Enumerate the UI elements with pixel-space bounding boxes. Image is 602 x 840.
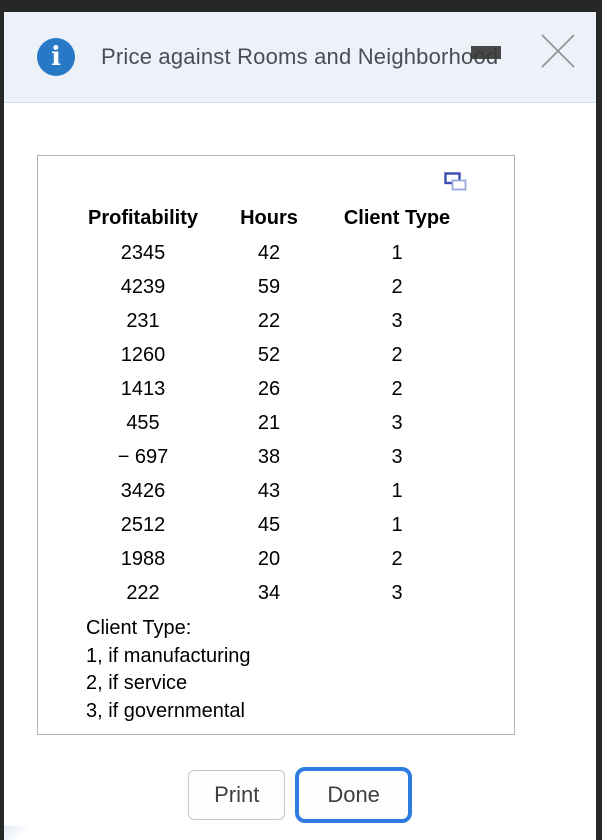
data-table: Profitability Hours Client Type 2345 42 1 4… <box>68 200 474 610</box>
table-cell: 59 <box>257 275 281 298</box>
table-cell: − 697 <box>117 445 169 468</box>
table-cell: 20 <box>257 547 281 570</box>
table-cell: 2 <box>391 547 403 570</box>
table-cell: 52 <box>257 343 281 366</box>
table-row: 1260 52 2 <box>68 338 474 372</box>
table-cell: 1260 <box>120 343 166 366</box>
table-row: − 697 38 3 <box>68 440 474 474</box>
dialog-header: i Price against Rooms and Neighborhood <box>4 12 596 103</box>
table-row: 231 22 3 <box>68 304 474 338</box>
table-cell: 222 <box>126 581 160 604</box>
table-row: 455 21 3 <box>68 406 474 440</box>
legend-line: 2, if service <box>86 672 188 694</box>
table-row: 2512 45 1 <box>68 508 474 542</box>
table-cell: 2 <box>391 275 403 298</box>
table-cell: 2512 <box>120 513 166 536</box>
table-cell: 2 <box>391 343 403 366</box>
table-cell: 231 <box>126 309 160 332</box>
table-cell: 43 <box>257 479 281 502</box>
dialog-title: Price against Rooms and Neighborhood <box>101 44 502 70</box>
legend-line: 3, if governmental <box>86 699 245 722</box>
table-cell: 22 <box>257 309 281 332</box>
table-cell: 45 <box>257 513 281 536</box>
print-button[interactable]: Print <box>188 770 286 820</box>
table-header-row: Profitability Hours Client Type <box>68 200 474 236</box>
table-cell: 34 <box>257 581 281 604</box>
table-cell: 42 <box>257 241 281 264</box>
table-cell: 3 <box>391 411 403 434</box>
table-cell: 2 <box>391 377 403 400</box>
dialog-footer: Print Done <box>4 767 596 823</box>
info-icon-glyph: i <box>51 42 61 72</box>
done-button[interactable]: Done <box>295 767 412 823</box>
table-cell: 1988 <box>120 547 166 570</box>
table-cell: 1 <box>391 513 403 536</box>
table-cell: 455 <box>126 411 160 434</box>
info-icon: i <box>37 38 75 76</box>
close-icon <box>541 34 575 68</box>
table-cell: 3 <box>391 309 403 332</box>
table-row: 222 34 3 <box>68 576 474 610</box>
close-button[interactable] <box>533 26 583 76</box>
table-row: 1413 26 2 <box>68 372 474 406</box>
table-row: 1988 20 2 <box>68 542 474 576</box>
table-cell: 1 <box>391 241 403 264</box>
column-header-hours: Hours <box>240 206 298 229</box>
table-cell: 4239 <box>120 275 166 298</box>
table-cell: 1413 <box>120 377 166 400</box>
dialog-title-text: Price against Rooms and Neighborho <box>101 44 474 69</box>
background-artifact <box>4 826 30 840</box>
table-cell: 3426 <box>120 479 166 502</box>
table-cell: 21 <box>257 411 281 434</box>
table-cell: 1 <box>391 479 403 502</box>
table-cell: 3 <box>391 581 403 604</box>
data-card: Profitability Hours Client Type 2345 42 1 4… <box>37 155 515 735</box>
column-header-client-type: Client Type <box>343 206 451 229</box>
copy-window-icon[interactable] <box>444 172 468 193</box>
table-cell: 2345 <box>120 241 166 264</box>
table-cell: 38 <box>257 445 281 468</box>
client-type-legend: Client Type: 1, if manufacturing 2, if ser… <box>86 615 514 725</box>
table-cell: 3 <box>391 445 403 468</box>
table-row: 4239 59 2 <box>68 270 474 304</box>
table-row: 3426 43 1 <box>68 474 474 508</box>
legend-line: Client Type: <box>86 617 192 639</box>
table-row: 2345 42 1 <box>68 236 474 270</box>
table-cell: 26 <box>257 377 281 400</box>
dialog-title-obscured-text: od <box>471 44 502 69</box>
legend-line: 1, if manufacturing <box>86 644 251 667</box>
column-header-profitability: Profitability <box>87 206 198 229</box>
